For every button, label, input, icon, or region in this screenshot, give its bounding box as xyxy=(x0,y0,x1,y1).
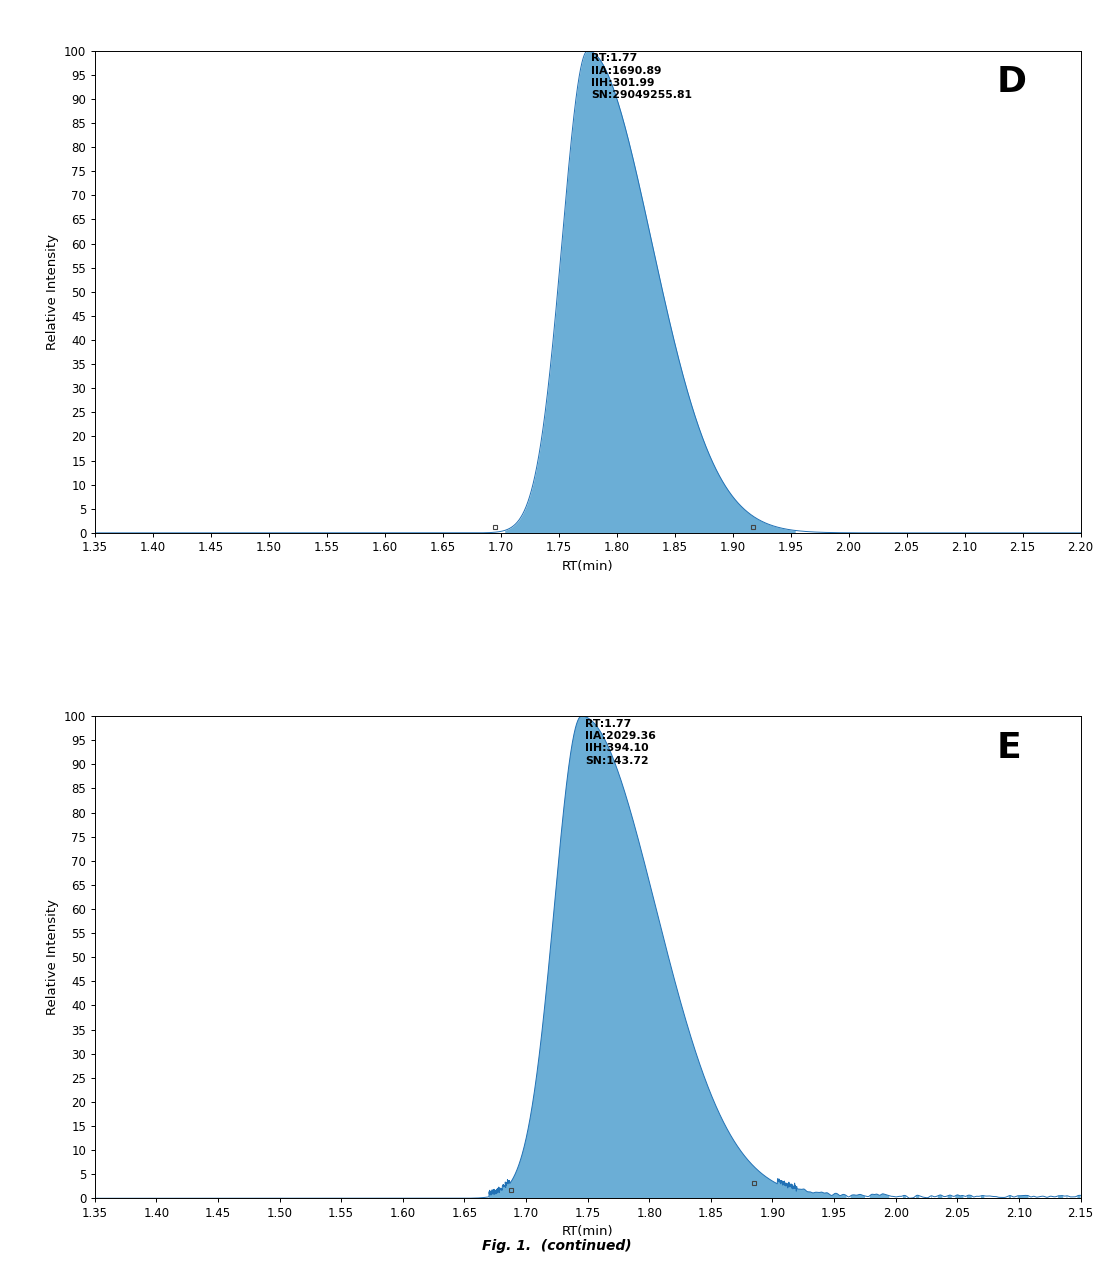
Text: D: D xyxy=(997,65,1027,99)
Y-axis label: Relative Intensity: Relative Intensity xyxy=(46,899,59,1016)
Text: E: E xyxy=(997,730,1022,765)
Text: RT:1.77
IIA:1690.89
IIH:301.99
SN:29049255.81: RT:1.77 IIA:1690.89 IIH:301.99 SN:290492… xyxy=(592,53,692,100)
Text: Fig. 1.  (continued): Fig. 1. (continued) xyxy=(482,1239,632,1253)
Text: RT:1.77
IIA:2029.36
IIH:394.10
SN:143.72: RT:1.77 IIA:2029.36 IIH:394.10 SN:143.72 xyxy=(585,719,656,766)
Y-axis label: Relative Intensity: Relative Intensity xyxy=(46,233,59,350)
X-axis label: RT(min): RT(min) xyxy=(561,559,614,573)
X-axis label: RT(min): RT(min) xyxy=(561,1225,614,1238)
